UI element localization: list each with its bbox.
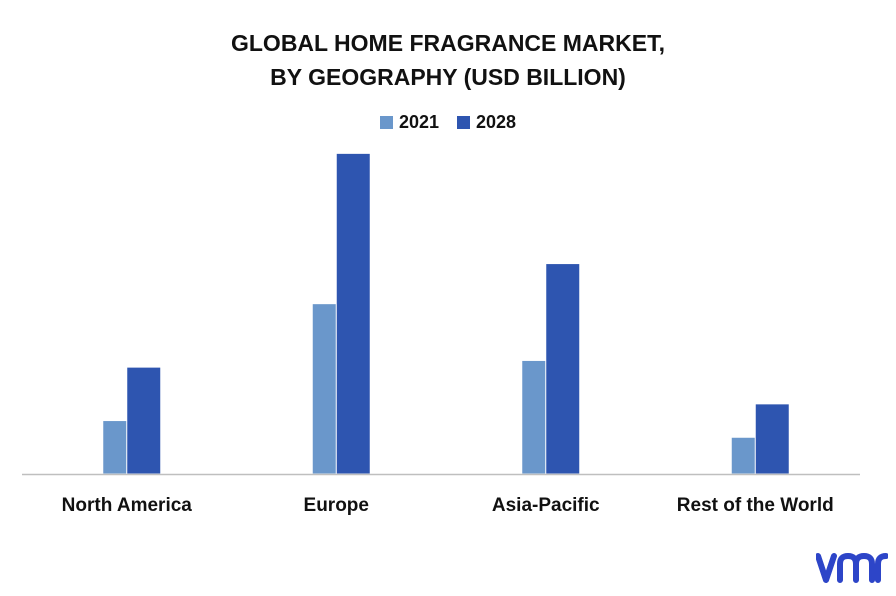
bars-layer [102,152,790,475]
x-tick-labels: North America Europe Asia-Pacific Rest of t… [62,495,834,516]
legend-item-2021: 2021 [379,112,439,133]
chart-legend: 2021 2028 [0,112,896,133]
legend-label-2021: 2021 [398,112,439,132]
bar-2028-europe [335,152,371,475]
x-tick-label-north-america: North America [62,495,193,516]
legend-swatch-2028 [457,116,470,129]
legend-label-2028: 2028 [476,112,517,132]
bar-2028-asia-pacific [545,263,581,475]
chart-title-line-1: GLOBAL HOME FRAGRANCE MARKET, [230,30,665,56]
legend-swatch-2021 [379,116,393,129]
x-tick-label-europe: Europe [304,495,369,516]
x-tick-label-asia-pacific: Asia-Pacific [492,495,600,516]
x-tick-label-rest-of-the-world: Rest of the World [677,495,834,516]
chart-title: GLOBAL HOME FRAGRANCE MARKET, BY GEOGRAP… [0,26,896,94]
legend-item-2028: 2028 [457,112,516,133]
bar-2028-north-america [126,366,162,475]
bar-2028-rest-of-the-world [754,403,790,475]
vmr-logo-icon [816,553,888,583]
chart-title-line-2: BY GEOGRAPHY (USD BILLION) [270,64,626,90]
